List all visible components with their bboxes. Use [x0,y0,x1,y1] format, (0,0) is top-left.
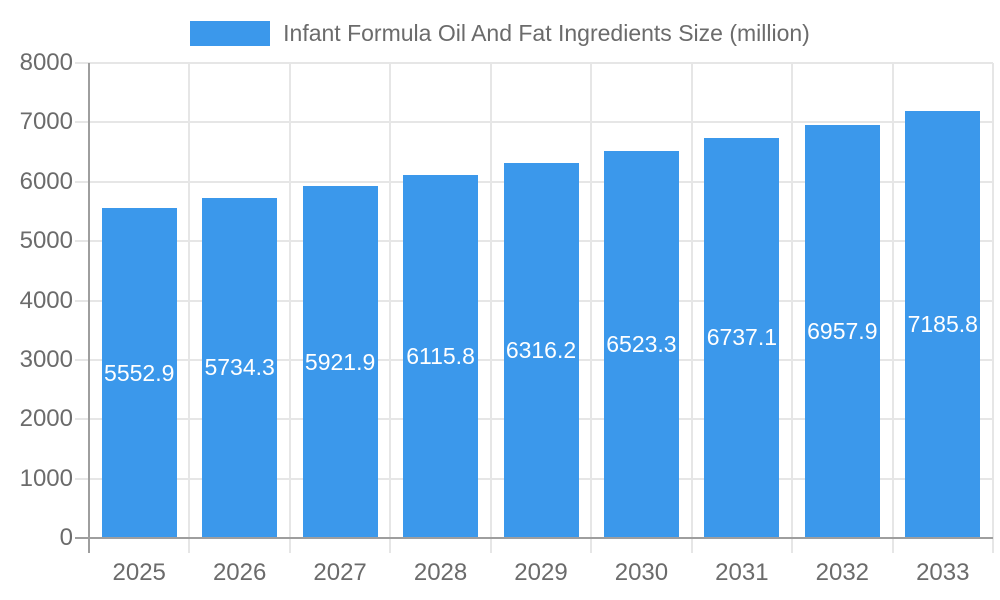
x-tick-stub [690,538,693,553]
x-tick-label: 2028 [413,559,468,586]
bar: 6737.1 [704,137,780,538]
y-tick-label: 5000 [19,227,73,255]
y-axis-line [88,63,90,553]
legend-series-label: Infant Formula Oil And Fat Ingredients S… [283,19,810,46]
x-tick-label: 2027 [313,559,367,586]
bar-value-label: 5921.9 [304,348,376,375]
x-tick-label: 2033 [916,559,970,586]
y-tick-label: 3000 [19,345,73,373]
legend-swatch [190,20,271,46]
x-tick-stub [590,538,593,553]
bar-value-label: 6523.3 [606,330,677,357]
x-tick-stub [992,538,994,553]
v-gridline [188,63,191,538]
bar-value-label: 5552.9 [104,359,175,386]
bar: 7185.8 [905,111,981,538]
y-tick-label: 6000 [19,167,73,195]
x-tick-label: 2032 [815,559,870,586]
v-gridline [389,63,392,538]
v-gridline [590,63,593,538]
x-tick-stub [489,538,492,553]
x-tick-stub [188,538,191,553]
y-tick-stub [75,358,89,361]
bar-value-label: 6115.8 [406,342,475,369]
bar: 6316.2 [503,162,579,538]
v-gridline [791,63,794,538]
v-gridline [891,63,894,538]
y-tick-stub [75,180,89,183]
x-axis-line [75,537,993,539]
y-tick-label: 0 [59,524,73,551]
bar: 6957.9 [804,124,880,538]
y-tick-stub [75,121,89,124]
y-tick-stub [75,299,89,302]
y-tick-label: 8000 [19,49,73,76]
bar: 5552.9 [101,208,177,538]
v-gridline [992,63,994,538]
bar-value-label: 6316.2 [505,336,577,363]
x-tick-label: 2031 [715,559,769,586]
v-gridline [489,63,492,538]
y-tick-stub [75,477,89,480]
y-tick-stub [75,62,89,64]
x-tick-label: 2030 [614,559,669,586]
x-tick-stub [389,538,392,553]
y-tick-label: 2000 [19,405,73,433]
x-tick-stub [891,538,894,553]
y-tick-label: 4000 [19,286,73,314]
bar-value-label: 6957.9 [807,317,878,344]
chart-legend: Infant Formula Oil And Fat Ingredients S… [0,18,1000,48]
y-tick-stub [75,418,89,421]
x-tick-label: 2029 [514,559,568,586]
bar-value-label: 7185.8 [907,311,978,338]
bar: 6115.8 [403,174,479,538]
bar: 6523.3 [603,150,679,538]
y-tick-label: 1000 [19,464,73,492]
y-tick-label: 7000 [19,108,73,136]
bar-value-label: 5734.3 [204,354,275,381]
h-gridline [89,62,993,64]
x-tick-label: 2025 [112,559,166,586]
h-gridline [89,121,993,124]
x-tick-stub [288,538,291,553]
x-tick-stub [791,538,794,553]
bar-value-label: 6737.1 [706,324,778,351]
v-gridline [288,63,291,538]
v-gridline [690,63,693,538]
bar: 5734.3 [202,197,278,538]
y-tick-stub [75,240,89,243]
bar: 5921.9 [302,186,378,538]
x-tick-label: 2026 [212,559,267,586]
